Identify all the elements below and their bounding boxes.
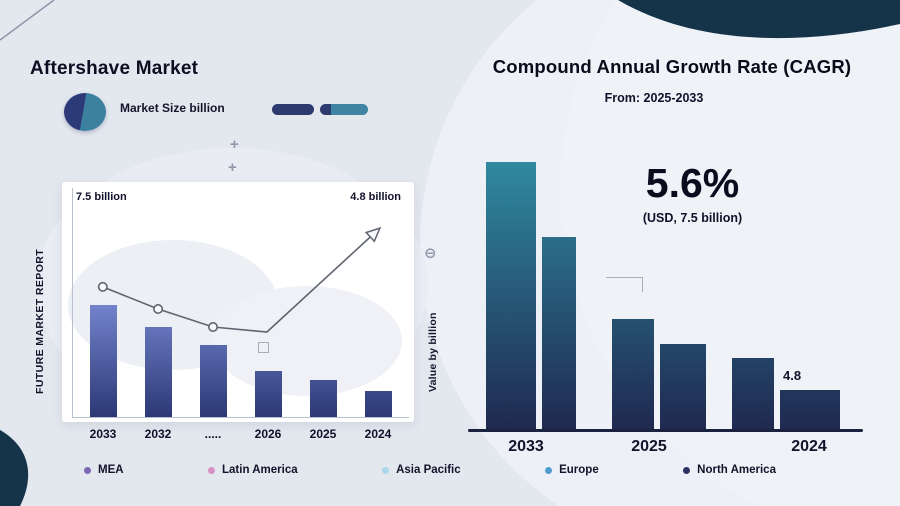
x-label-2024: 2024 [791, 438, 827, 455]
y-axis-line [72, 188, 73, 418]
legend-item-europe: Europe [545, 464, 599, 476]
plus-icon: + [230, 136, 239, 153]
legend-item-mea: MEA [84, 464, 124, 476]
x-label-2026: 2026 [254, 427, 282, 441]
bar-2032 [145, 327, 172, 417]
plus-icon: + [228, 159, 237, 176]
start-value-label: 7.5 billion [76, 191, 127, 203]
market-size-chart-panel: 7.5 billion 4.8 billion [62, 182, 414, 422]
bar-intermediate [200, 345, 227, 417]
bg-cloud [212, 286, 402, 396]
bar-2025-b [660, 344, 706, 429]
cagr-value: 5.6% [645, 160, 740, 206]
market-size-x-labels: 2033 2032 ..... 2026 2025 2024 [62, 427, 414, 443]
future-market-report-label: FUTURE MARKET REPORT [34, 248, 46, 394]
bar-2024-b [780, 390, 840, 429]
cagr-title: Compound Annual Growth Rate (CAGR) [492, 56, 852, 77]
value-by-billion-label: Value by billion [427, 312, 439, 392]
legend-dot [382, 466, 390, 474]
square-decoration [258, 342, 269, 353]
cagr-chart [468, 160, 863, 432]
legend-item-latin-america: Latin America [208, 464, 298, 476]
corner-line-decoration [0, 0, 55, 41]
x-label-2025: 2025 [309, 427, 337, 441]
legend-dot [208, 466, 215, 474]
trend-marker [153, 304, 164, 315]
x-label-dots: ..... [204, 427, 222, 441]
pill-decoration-dark [272, 104, 314, 115]
bar-2025-a [612, 319, 654, 429]
cagr-note: (USD, 7.5 billion) [642, 211, 743, 225]
region-legend: MEA Latin America Asia Pacific Europe No… [84, 464, 776, 476]
x-axis-baseline [468, 429, 863, 432]
x-label-2032: 2032 [144, 427, 172, 441]
x-axis-line [72, 417, 409, 418]
market-size-legend-label: Market Size billion [120, 101, 225, 115]
market-size-bars [62, 182, 414, 422]
legend-dot [683, 466, 691, 474]
bar-2033-a [486, 162, 536, 429]
trend-line [102, 227, 381, 333]
bar-2033 [90, 305, 117, 417]
legend-dot [545, 466, 553, 474]
pill-decoration-gradient [320, 104, 368, 115]
bar-2025 [310, 380, 337, 417]
market-size-icon [64, 93, 106, 131]
legend-dot [84, 466, 91, 474]
legend-item-north-america: North America [683, 464, 776, 476]
bar-2026 [255, 371, 282, 417]
bar-2033-b [542, 237, 576, 429]
left-chart-title: Aftershave Market [30, 58, 199, 79]
x-label-2033: 2033 [508, 438, 544, 455]
x-label-2024: 2024 [364, 427, 392, 441]
trend-marker [97, 281, 108, 292]
trend-arrow-icon [364, 226, 382, 243]
end-value-label: 4.8 billion [350, 191, 401, 203]
cagr-subtitle: From: 2025-2033 [604, 91, 704, 105]
bar-2024 [365, 391, 392, 417]
trend-marker [208, 322, 219, 333]
corner-shape-bottom-left [0, 430, 29, 506]
circle-minus-icon: ⊖ [424, 245, 437, 262]
bracket-decoration [606, 277, 643, 292]
x-label-2033: 2033 [89, 427, 117, 441]
bar-2024-a [732, 358, 774, 429]
value-annotation: 4.8 [783, 368, 802, 383]
legend-item-asia-pacific: Asia Pacific [382, 464, 461, 476]
trend-line-chart [97, 226, 382, 333]
x-label-2025: 2025 [631, 438, 667, 455]
